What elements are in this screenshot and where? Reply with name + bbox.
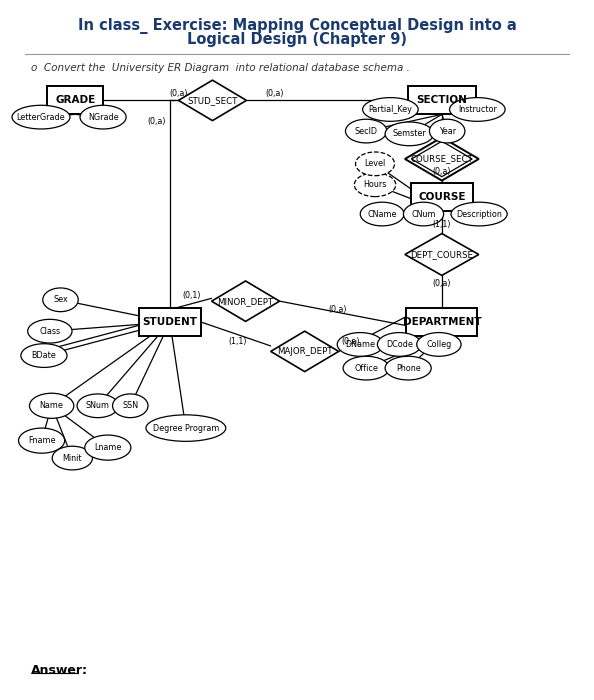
FancyBboxPatch shape: [411, 183, 473, 211]
Ellipse shape: [112, 394, 148, 418]
Text: (0,a): (0,a): [147, 117, 166, 126]
Text: Logical Design (Chapter 9): Logical Design (Chapter 9): [187, 32, 407, 47]
Ellipse shape: [356, 152, 394, 176]
Text: (0,a): (0,a): [432, 167, 451, 176]
Polygon shape: [405, 234, 479, 275]
Ellipse shape: [362, 97, 418, 121]
Ellipse shape: [417, 332, 461, 356]
Text: DName: DName: [345, 340, 375, 349]
Polygon shape: [412, 141, 472, 176]
Ellipse shape: [385, 356, 431, 380]
Text: BDate: BDate: [31, 351, 56, 360]
Text: Partial_Key: Partial_Key: [368, 105, 412, 114]
Ellipse shape: [403, 202, 444, 226]
Ellipse shape: [377, 332, 421, 356]
Text: Name: Name: [40, 401, 64, 410]
Ellipse shape: [85, 435, 131, 460]
Text: MINOR_DEPT: MINOR_DEPT: [217, 297, 274, 306]
Text: Level: Level: [364, 160, 386, 168]
Text: CNum: CNum: [411, 209, 436, 218]
Text: Class: Class: [39, 327, 61, 336]
FancyBboxPatch shape: [408, 87, 476, 114]
Ellipse shape: [30, 393, 74, 419]
Text: o  Convert the  University ER Diagram  into relational database schema .: o Convert the University ER Diagram into…: [31, 62, 410, 73]
Ellipse shape: [12, 105, 70, 129]
Text: GRADE: GRADE: [55, 95, 96, 106]
Text: (0,1): (0,1): [182, 291, 201, 300]
Text: (0,a): (0,a): [328, 305, 346, 314]
Text: Office: Office: [354, 363, 378, 372]
Text: (1,1): (1,1): [432, 220, 451, 229]
Text: Answer:: Answer:: [31, 664, 88, 677]
Text: LetterGrade: LetterGrade: [17, 113, 65, 122]
Text: (0,a): (0,a): [266, 89, 284, 98]
Ellipse shape: [360, 202, 404, 226]
Ellipse shape: [337, 332, 383, 356]
Text: Minit: Minit: [62, 454, 82, 463]
Text: STUDENT: STUDENT: [143, 317, 197, 327]
Text: (0,a): (0,a): [169, 89, 188, 98]
Ellipse shape: [385, 122, 434, 146]
Ellipse shape: [343, 356, 389, 380]
Ellipse shape: [146, 415, 226, 441]
FancyBboxPatch shape: [139, 308, 201, 336]
Text: DEPT_COURSE: DEPT_COURSE: [410, 250, 473, 259]
Polygon shape: [405, 137, 479, 181]
Text: STUD_SECT: STUD_SECT: [187, 96, 238, 105]
Text: COURSE_SECT: COURSE_SECT: [410, 155, 473, 164]
Text: Fname: Fname: [28, 436, 55, 445]
Text: NGrade: NGrade: [88, 113, 118, 122]
Text: SSN: SSN: [122, 401, 138, 410]
Text: DEPARTMENT: DEPARTMENT: [403, 317, 481, 327]
Text: (0,a): (0,a): [341, 337, 359, 346]
Text: SecID: SecID: [355, 127, 378, 136]
Text: Sex: Sex: [53, 295, 68, 304]
Text: (0,a): (0,a): [432, 279, 451, 288]
Text: Year: Year: [438, 127, 456, 136]
Ellipse shape: [28, 319, 72, 343]
Text: Lname: Lname: [94, 443, 122, 452]
Text: MAJOR_DEPT: MAJOR_DEPT: [277, 347, 333, 356]
Ellipse shape: [77, 394, 118, 418]
Ellipse shape: [450, 97, 505, 121]
Text: SNum: SNum: [86, 401, 110, 410]
Ellipse shape: [355, 173, 396, 197]
Text: DCode: DCode: [386, 340, 413, 349]
Text: Phone: Phone: [396, 363, 421, 372]
Ellipse shape: [451, 202, 507, 226]
FancyBboxPatch shape: [406, 308, 478, 336]
Text: COURSE: COURSE: [418, 192, 466, 202]
Ellipse shape: [18, 428, 65, 453]
FancyBboxPatch shape: [47, 87, 103, 114]
Text: CName: CName: [367, 209, 397, 218]
Text: Hours: Hours: [364, 181, 387, 189]
Text: (1,1): (1,1): [229, 337, 247, 346]
Ellipse shape: [346, 119, 387, 143]
Text: Colleg: Colleg: [426, 340, 451, 349]
Text: Instructor: Instructor: [458, 105, 497, 114]
Polygon shape: [211, 281, 280, 321]
Ellipse shape: [43, 288, 78, 312]
Text: Semster: Semster: [393, 130, 426, 139]
Polygon shape: [271, 331, 339, 372]
Ellipse shape: [429, 119, 465, 143]
Text: In class_ Exercise: Mapping Conceptual Design into a: In class_ Exercise: Mapping Conceptual D…: [78, 18, 516, 34]
Text: SECTION: SECTION: [416, 95, 467, 106]
Ellipse shape: [80, 105, 126, 129]
Ellipse shape: [21, 344, 67, 368]
Polygon shape: [178, 80, 247, 120]
Text: Description: Description: [456, 209, 502, 218]
Ellipse shape: [52, 446, 93, 470]
Text: Degree Program: Degree Program: [153, 424, 219, 433]
